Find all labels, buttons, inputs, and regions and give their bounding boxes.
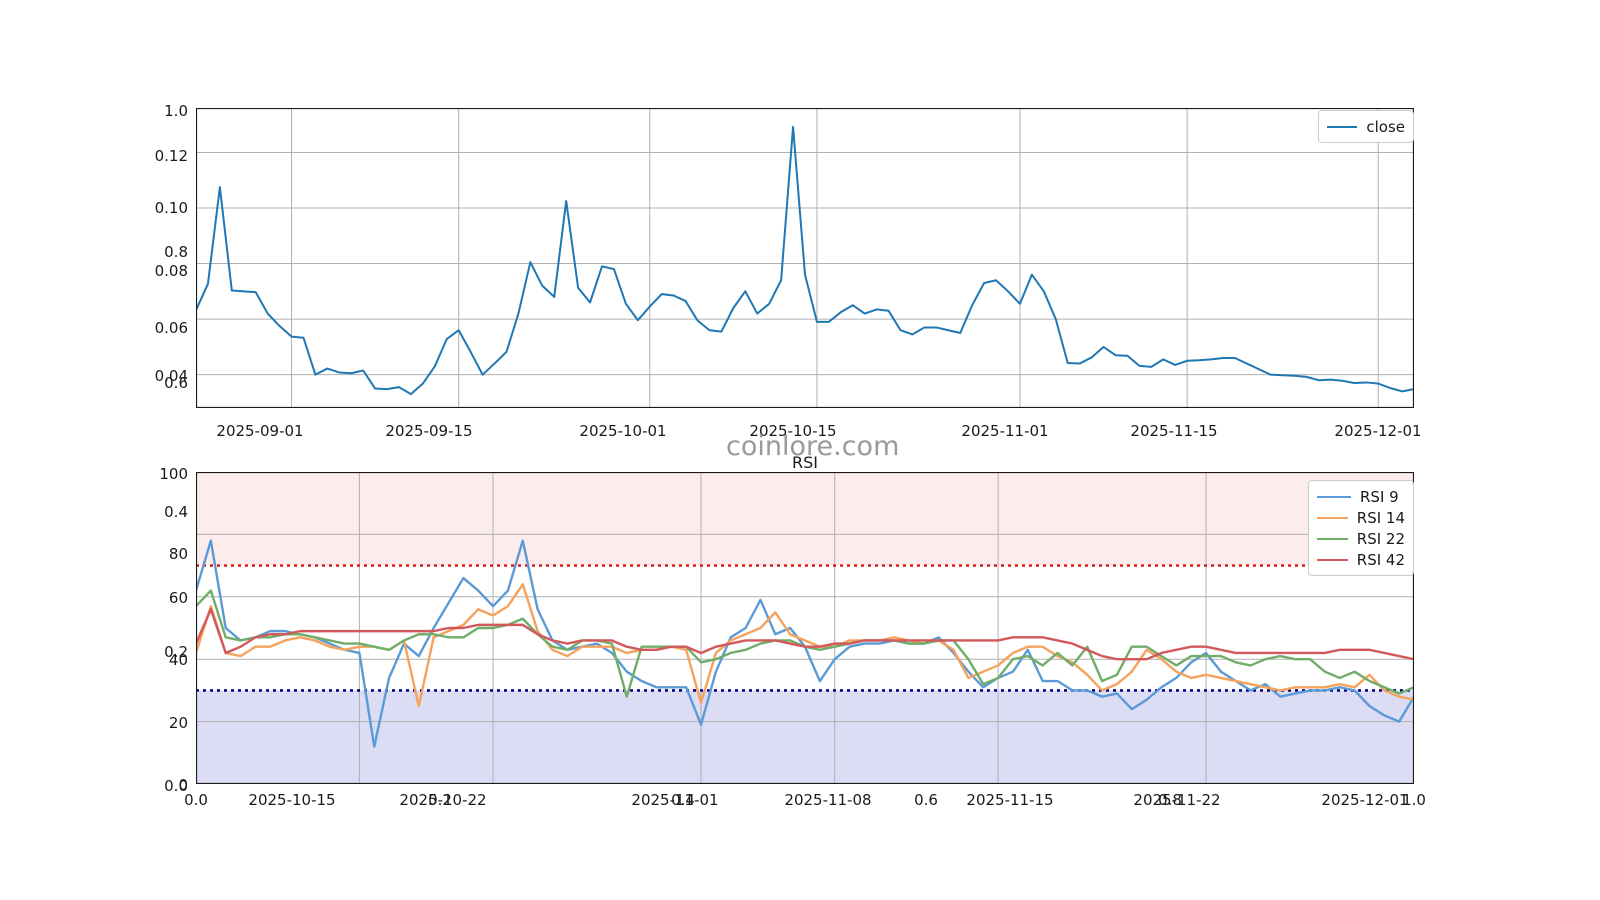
price-x-tick-2: 2025-10-01 — [579, 422, 667, 440]
rsi-y-overlay-tick-1: 0.2 — [164, 643, 188, 661]
rsi-y-tick-0: 0 — [178, 776, 188, 794]
rsi-x-overlay-tick-4: 0.8 — [1158, 791, 1182, 809]
price-x-tick-0: 2025-09-01 — [216, 422, 304, 440]
rsi-x-tick-4: 2025-11-15 — [966, 791, 1054, 809]
legend-label: RSI 9 — [1360, 487, 1399, 506]
legend-label: RSI 22 — [1356, 529, 1405, 548]
price-y-tick-3: 0.10 — [154, 199, 188, 217]
rsi-shaded-band — [196, 690, 1414, 784]
price-x-tick-4: 2025-11-01 — [961, 422, 1049, 440]
rsi-legend-item[interactable]: RSI 22 — [1317, 528, 1405, 549]
rsi-chart-panel — [196, 472, 1414, 784]
rsi-x-tick-1: 2025-10-22 — [399, 791, 487, 809]
legend-label: RSI 42 — [1356, 550, 1405, 569]
price-x-tick-6: 2025-12-01 — [1334, 422, 1422, 440]
rsi-legend-item[interactable]: RSI 14 — [1317, 507, 1405, 528]
price-y-overlay-tick-0: 0.6 — [164, 374, 188, 392]
rsi-x-overlay-tick-5: 1.0 — [1402, 791, 1426, 809]
price-line-close — [196, 125, 1414, 396]
legend-label: RSI 14 — [1356, 508, 1405, 527]
rsi-x-overlay-tick-1: 0.2 — [428, 791, 452, 809]
price-axis-frame — [196, 108, 1414, 408]
rsi-y-tick-3: 60 — [168, 589, 188, 607]
price-x-tick-1: 2025-09-15 — [385, 422, 473, 440]
rsi-chart-legend[interactable]: RSI 9 RSI 14 RSI 22 RSI 42 — [1308, 480, 1414, 576]
rsi-x-tick-2: 2025-11-01 — [631, 791, 719, 809]
price-x-tick-3: 2025-10-15 — [749, 422, 837, 440]
rsi-y-tick-2: 40 — [168, 651, 188, 669]
rsi-y-overlay-tick-2: 0.4 — [164, 503, 188, 521]
price-y-tick-1: 0.06 — [154, 319, 188, 337]
rsi-y-overlay-tick-0: 0.0 — [164, 777, 188, 795]
rsi-y-tick-1: 20 — [168, 714, 188, 732]
price-y-overlay-tick-1: 0.8 — [164, 243, 188, 261]
legend-label: close — [1366, 117, 1405, 136]
rsi-axis-frame — [196, 472, 1414, 784]
legend-color-swatch — [1317, 495, 1351, 498]
rsi-line-rsi-42 — [196, 608, 1414, 661]
rsi-chart-title: RSI — [792, 453, 818, 472]
legend-color-swatch — [1317, 537, 1348, 540]
rsi-plot-area — [196, 472, 1414, 784]
rsi-shaded-band — [196, 472, 1414, 566]
price-legend-item[interactable]: close — [1327, 116, 1405, 137]
rsi-legend-item[interactable]: RSI 9 — [1317, 486, 1405, 507]
rsi-x-tick-0: 2025-10-15 — [248, 791, 336, 809]
rsi-x-tick-6: 2025-12-01 — [1321, 791, 1409, 809]
price-y-tick-2: 0.08 — [154, 262, 188, 280]
legend-color-swatch — [1317, 516, 1348, 519]
price-y-tick-0: 0.04 — [154, 367, 188, 385]
price-y-tick-4: 0.12 — [154, 147, 188, 165]
watermark-coinlore: coinlore.com — [726, 431, 900, 462]
legend-color-swatch — [1317, 558, 1348, 561]
price-x-tick-5: 2025-11-15 — [1130, 422, 1218, 440]
rsi-x-tick-3: 2025-11-08 — [784, 791, 872, 809]
price-chart-panel — [196, 108, 1414, 408]
rsi-x-overlay-tick-0: 0.0 — [184, 791, 208, 809]
price-plot-area — [196, 108, 1414, 408]
rsi-legend-item[interactable]: RSI 42 — [1317, 549, 1405, 570]
rsi-x-overlay-tick-3: 0.6 — [914, 791, 938, 809]
rsi-x-tick-5: 2025-11-22 — [1133, 791, 1221, 809]
price-chart-legend[interactable]: close — [1318, 110, 1414, 143]
legend-color-swatch — [1327, 125, 1358, 128]
rsi-x-overlay-tick-2: 0.4 — [671, 791, 695, 809]
price-y-overlay-tick-2: 1.0 — [164, 102, 188, 120]
rsi-y-tick-5: 100 — [159, 465, 188, 483]
rsi-y-tick-4: 80 — [168, 545, 188, 563]
